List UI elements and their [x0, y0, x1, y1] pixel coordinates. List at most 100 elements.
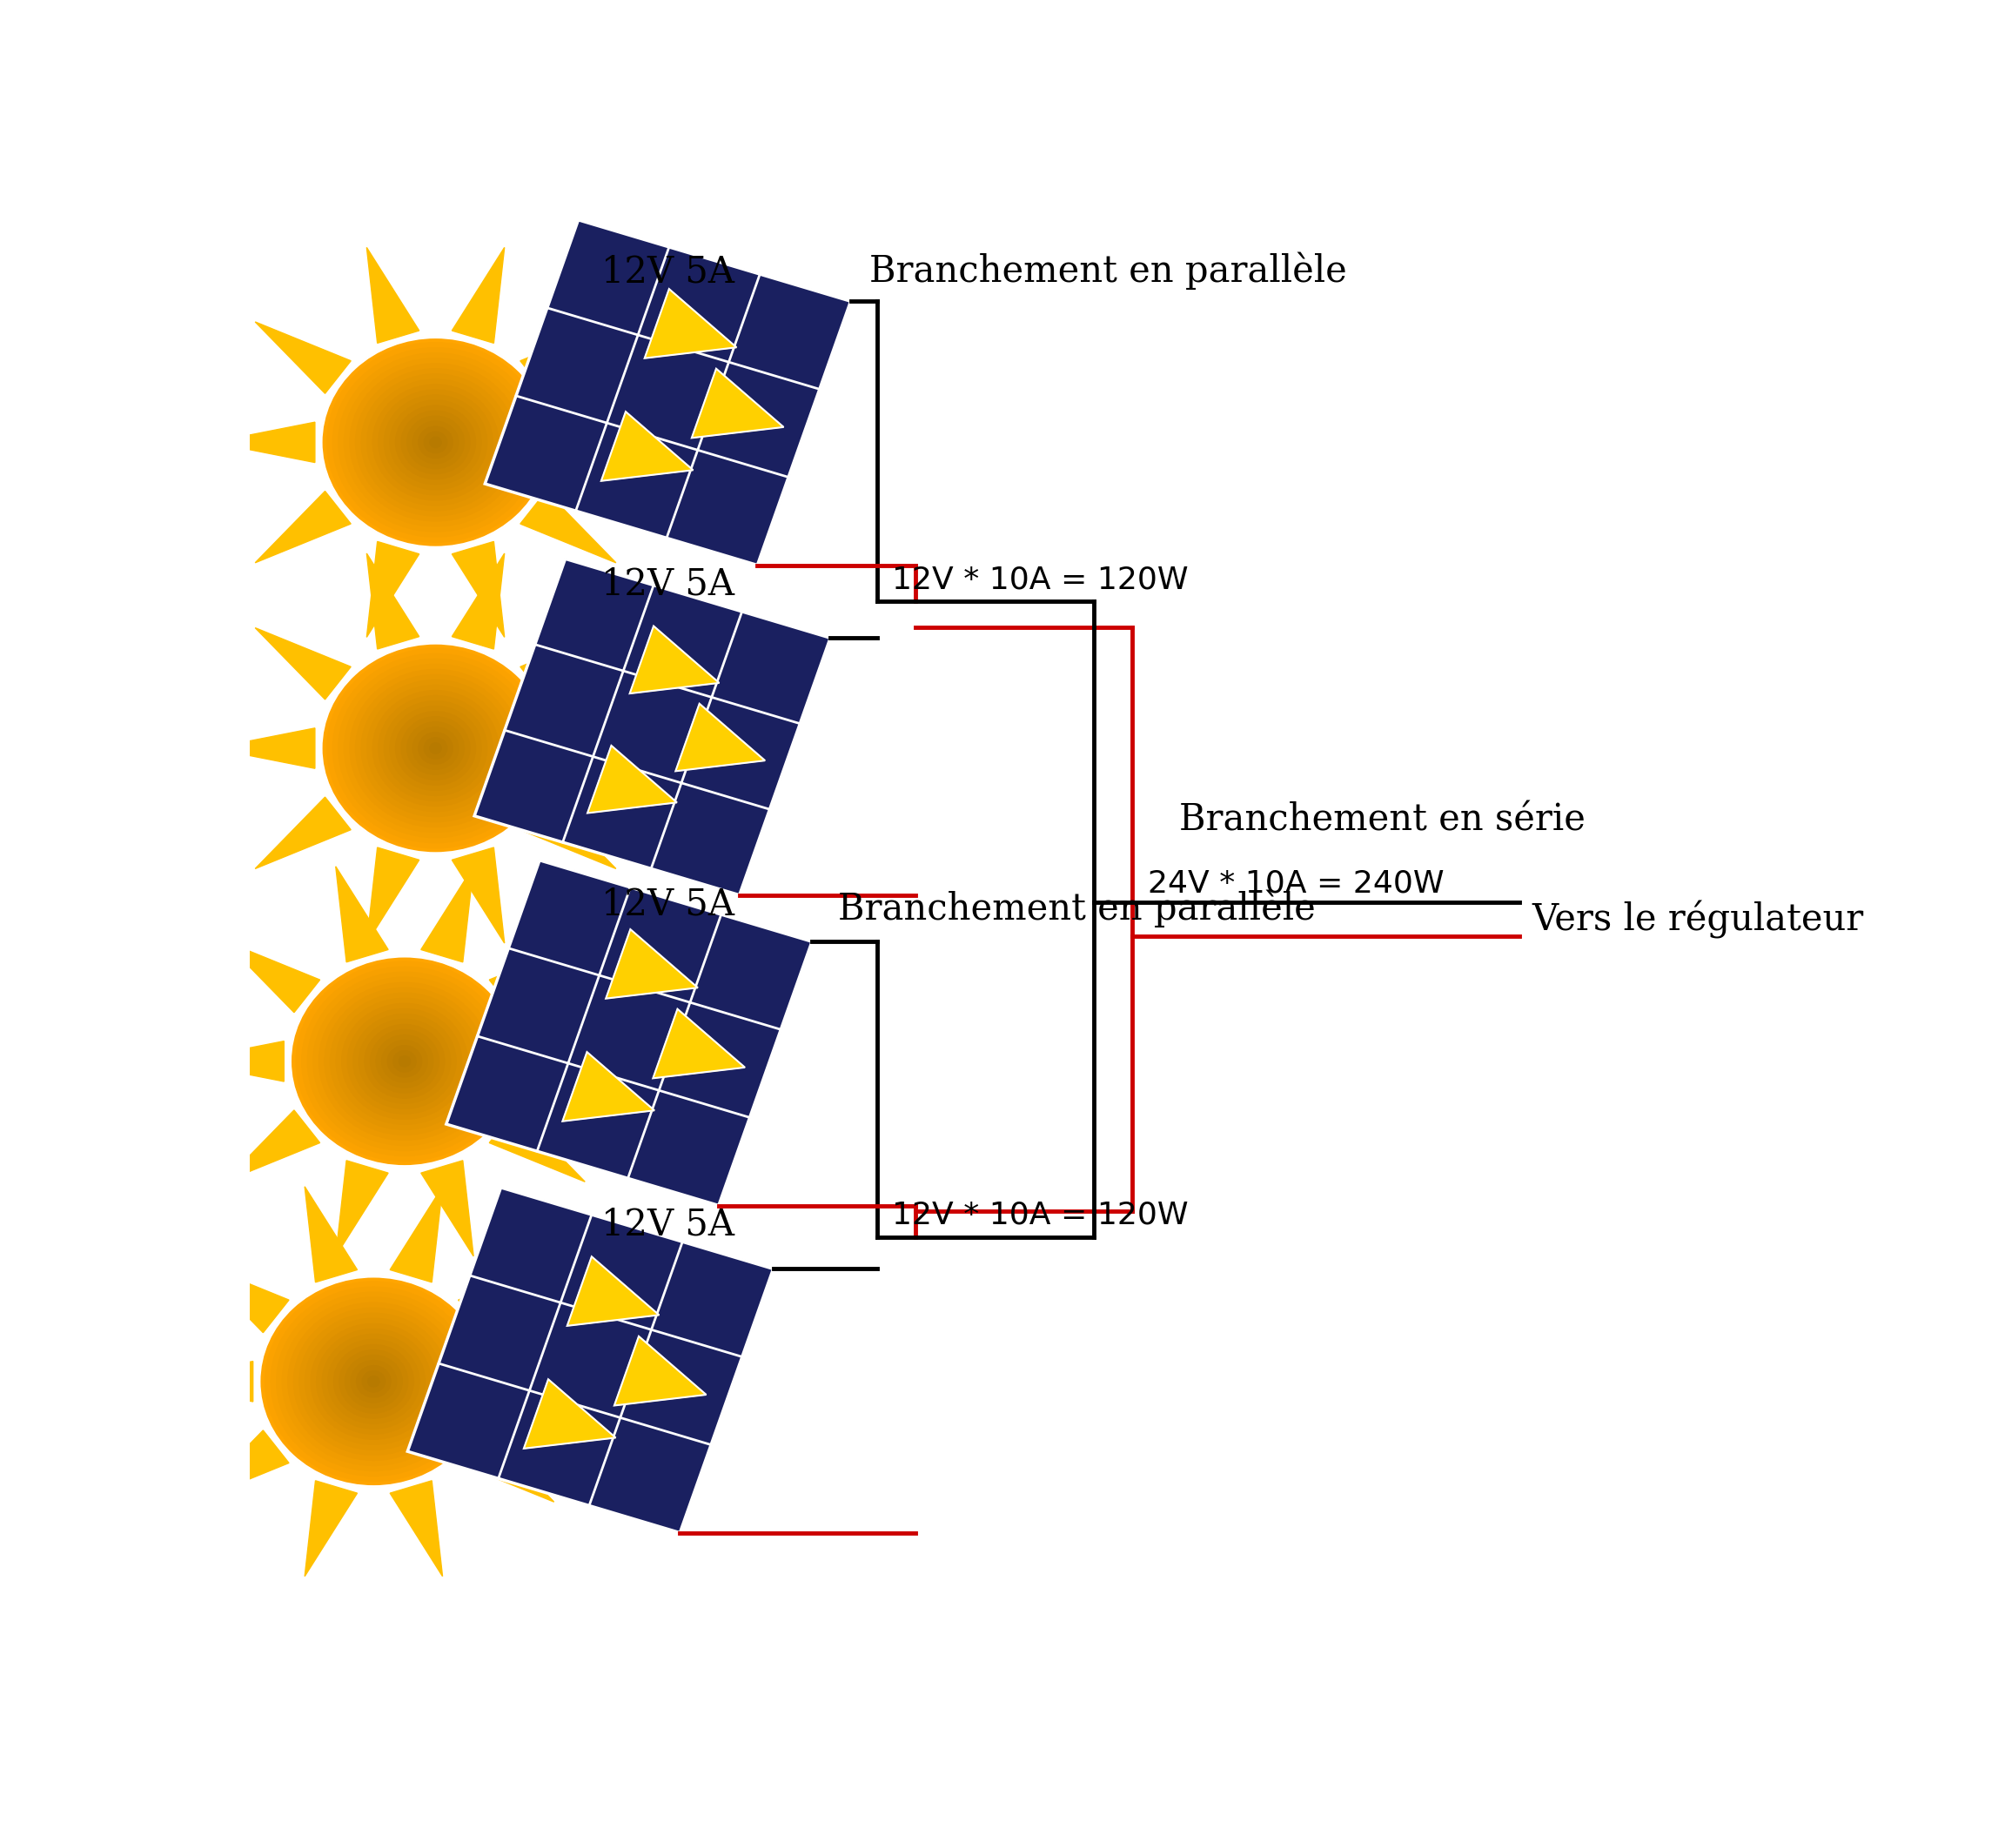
Circle shape [408, 723, 464, 774]
Text: Vers le régulateur: Vers le régulateur [1532, 900, 1864, 939]
Circle shape [350, 364, 521, 521]
Polygon shape [306, 1186, 358, 1283]
Circle shape [344, 663, 527, 832]
Polygon shape [224, 1111, 320, 1181]
Polygon shape [336, 1161, 388, 1257]
Text: 12V 5A: 12V 5A [601, 1207, 735, 1244]
Circle shape [424, 432, 448, 453]
Text: 24V * 10A = 240W: 24V * 10A = 240W [1147, 869, 1445, 898]
Circle shape [430, 743, 442, 754]
Text: Branchement en série: Branchement en série [1179, 802, 1584, 837]
Circle shape [402, 717, 470, 780]
Circle shape [352, 1360, 396, 1403]
Polygon shape [452, 848, 503, 942]
Circle shape [296, 961, 513, 1161]
Circle shape [322, 643, 549, 854]
Polygon shape [675, 704, 765, 771]
Text: Branchement en parallèle: Branchement en parallèle [869, 251, 1347, 290]
Circle shape [388, 1046, 422, 1077]
Circle shape [340, 1351, 408, 1414]
Polygon shape [452, 541, 503, 638]
Polygon shape [390, 1480, 442, 1576]
Circle shape [414, 421, 458, 464]
Text: 12V * 10A = 120W: 12V * 10A = 120W [893, 565, 1189, 595]
Polygon shape [458, 1260, 553, 1332]
Circle shape [294, 1308, 454, 1454]
Circle shape [356, 370, 515, 516]
Polygon shape [490, 941, 585, 1013]
Circle shape [324, 989, 486, 1135]
Polygon shape [422, 867, 474, 963]
Circle shape [424, 737, 448, 760]
Polygon shape [691, 368, 783, 438]
Circle shape [334, 347, 537, 536]
Polygon shape [519, 322, 615, 394]
Circle shape [430, 438, 442, 447]
Polygon shape [645, 288, 737, 359]
Circle shape [346, 1355, 402, 1408]
Circle shape [368, 686, 503, 811]
Circle shape [266, 1283, 482, 1482]
Circle shape [288, 1303, 460, 1460]
Polygon shape [601, 412, 693, 480]
Polygon shape [653, 1009, 745, 1077]
Polygon shape [224, 941, 320, 1013]
Circle shape [378, 390, 494, 495]
Circle shape [408, 416, 464, 469]
Circle shape [276, 1292, 472, 1471]
Circle shape [260, 1277, 488, 1486]
Circle shape [306, 1318, 442, 1445]
Polygon shape [390, 1186, 442, 1283]
Polygon shape [446, 859, 811, 1205]
Circle shape [414, 728, 458, 769]
Circle shape [344, 359, 527, 527]
Circle shape [356, 1366, 392, 1397]
Text: 12V * 10A = 120W: 12V * 10A = 120W [893, 1201, 1189, 1231]
Circle shape [362, 1371, 386, 1392]
Circle shape [400, 1055, 410, 1066]
Circle shape [290, 955, 519, 1166]
Circle shape [312, 1323, 436, 1440]
Circle shape [328, 649, 543, 848]
Circle shape [378, 695, 494, 800]
Circle shape [308, 972, 501, 1151]
Circle shape [368, 379, 503, 505]
Circle shape [376, 1035, 434, 1088]
Polygon shape [452, 248, 503, 344]
Polygon shape [256, 628, 352, 699]
Circle shape [314, 978, 496, 1146]
Circle shape [348, 1009, 462, 1114]
Polygon shape [525, 1040, 627, 1081]
Circle shape [336, 998, 474, 1124]
Circle shape [390, 706, 482, 791]
Circle shape [362, 373, 509, 510]
Polygon shape [555, 728, 659, 769]
Circle shape [338, 660, 533, 837]
Circle shape [402, 410, 470, 473]
Circle shape [384, 700, 488, 795]
Circle shape [394, 1052, 416, 1072]
Text: Branchement en parallèle: Branchement en parallèle [839, 889, 1317, 928]
Polygon shape [256, 796, 352, 869]
Circle shape [328, 1340, 420, 1423]
Circle shape [374, 691, 498, 806]
Circle shape [322, 338, 549, 547]
Polygon shape [567, 1257, 659, 1325]
Circle shape [384, 395, 488, 490]
Polygon shape [458, 1430, 553, 1502]
Polygon shape [519, 796, 615, 869]
Circle shape [334, 1345, 414, 1417]
Polygon shape [486, 220, 851, 565]
Polygon shape [368, 848, 420, 942]
Circle shape [418, 732, 454, 763]
Polygon shape [474, 558, 831, 894]
Polygon shape [212, 728, 316, 769]
Polygon shape [256, 492, 352, 564]
Circle shape [322, 1334, 426, 1429]
Polygon shape [336, 867, 388, 963]
Polygon shape [368, 248, 420, 344]
Polygon shape [212, 421, 316, 462]
Text: 12V 5A: 12V 5A [601, 253, 735, 290]
Polygon shape [182, 1040, 284, 1081]
Polygon shape [306, 1480, 358, 1576]
